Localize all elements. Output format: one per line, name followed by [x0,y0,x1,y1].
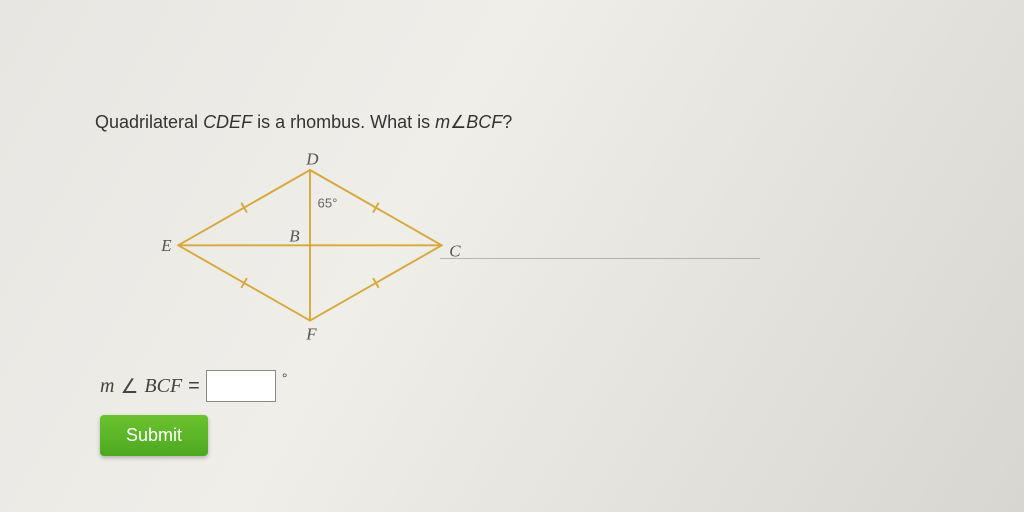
svg-text:B: B [289,227,299,246]
svg-text:E: E [160,236,172,255]
question-shape: CDEF [203,112,252,132]
page-root: Quadrilateral CDEF is a rhombus. What is… [0,0,1024,512]
horizontal-rule [440,258,760,259]
question-angle-symbol: ∠ [450,112,466,132]
diagram-edges [178,170,442,321]
svg-text:D: D [305,150,318,168]
answer-line: m ∠ BCF = ° [100,370,287,402]
question-middle: is a rhombus. What is [252,112,435,132]
answer-mvar: m [100,375,114,398]
rhombus-diagram: DCFEB 65° [150,150,470,350]
answer-equals: = [188,375,200,398]
answer-angle-symbol: ∠ [120,374,138,399]
question-angle-name: BCF [466,112,502,132]
diagram-svg: DCFEB 65° [150,150,470,350]
answer-input[interactable] [206,370,276,402]
question-text: Quadrilateral CDEF is a rhombus. What is… [95,112,512,133]
question-prefix: Quadrilateral [95,112,203,132]
question-suffix: ? [502,112,512,132]
answer-unit: ° [282,370,288,386]
submit-button[interactable]: Submit [100,415,208,456]
question-mvar: m [435,112,450,132]
svg-text:F: F [305,324,317,343]
answer-angle-name: BCF [144,375,182,398]
angle-65-label: 65° [318,196,338,211]
